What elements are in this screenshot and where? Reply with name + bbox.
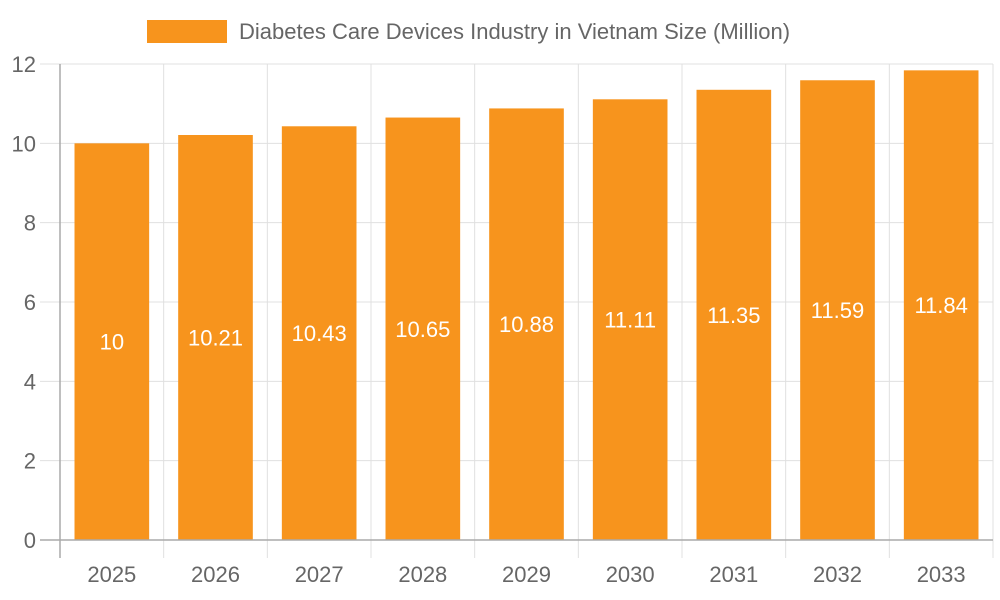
bar (281, 126, 357, 540)
y-tick-label: 4 (24, 369, 36, 394)
x-tick-label: 2030 (606, 562, 655, 587)
data-label: 11.59 (811, 298, 864, 323)
bar (903, 70, 979, 540)
x-tick-label: 2028 (398, 562, 447, 587)
bar (592, 99, 668, 540)
bars: 10 10.21 10.43 10.65 10.88 11.11 11.35 11.59 11.… (74, 70, 979, 541)
x-tick-label: 2029 (502, 562, 551, 587)
x-tick-label: 2025 (87, 562, 136, 587)
bar (178, 135, 253, 540)
data-label: 10.65 (395, 317, 450, 342)
bar (489, 108, 564, 540)
data-label: 11.35 (707, 303, 760, 328)
legend-swatch (147, 20, 227, 43)
data-label: 11.11 (604, 308, 656, 333)
x-tick-label: 2033 (917, 562, 966, 587)
y-tick-label: 12 (12, 52, 36, 77)
x-tick-label: 2026 (191, 562, 240, 587)
x-tick-label: 2032 (813, 562, 862, 587)
bar (74, 143, 150, 541)
bar (385, 117, 461, 541)
data-label: 10.21 (188, 326, 243, 351)
x-tick-label: 2027 (295, 562, 344, 587)
y-tick-label: 10 (12, 131, 36, 156)
y-tick-label: 2 (24, 449, 36, 474)
y-tick-label: 0 (24, 528, 36, 553)
y-tick-label: 8 (24, 211, 36, 236)
bar (800, 80, 875, 540)
axes: 0 2 4 6 8 10 12 2025 2026 2027 2028 2029 2030 2031 203… (12, 52, 993, 587)
data-label: 10.88 (499, 312, 554, 337)
y-tick-label: 6 (24, 290, 36, 315)
data-label: 10 (100, 330, 124, 355)
x-tick-label: 2031 (709, 562, 758, 587)
data-label: 10.43 (292, 321, 347, 346)
legend-label: Diabetes Care Devices Industry in Vietna… (239, 19, 790, 44)
bar (696, 89, 772, 541)
data-label: 11.84 (914, 293, 967, 318)
legend[interactable]: Diabetes Care Devices Industry in Vietna… (147, 19, 790, 44)
